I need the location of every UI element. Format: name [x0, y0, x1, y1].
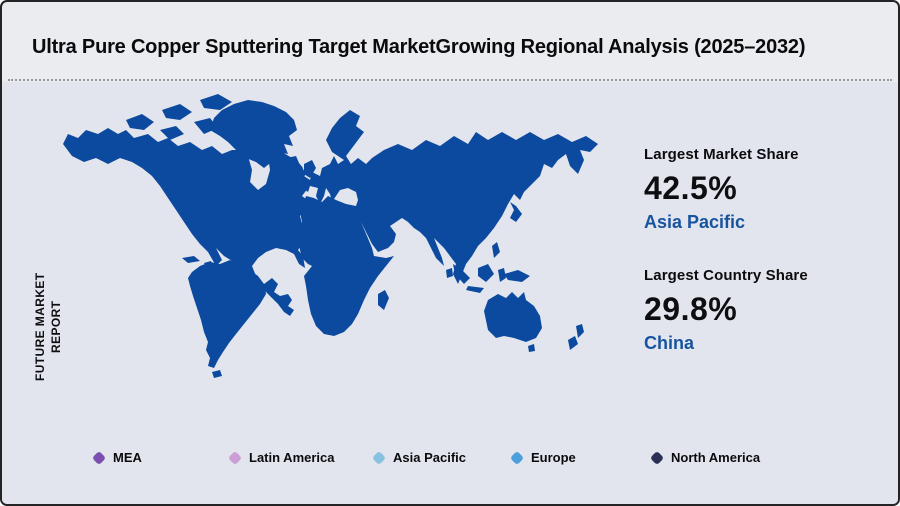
legend-dot-icon: [649, 450, 665, 465]
largest-market-share-stat: Largest Market Share 42.5% Asia Pacific: [644, 146, 799, 233]
world-map: [60, 86, 618, 406]
legend-item-north-america: North America: [649, 450, 761, 465]
legend-dot-icon: [371, 450, 387, 465]
legend-dot-icon: [91, 450, 107, 465]
page-title: Ultra Pure Copper Sputtering Target Mark…: [32, 36, 806, 58]
legend-label: Europe: [531, 450, 576, 465]
legend-item-europe: Europe: [509, 450, 576, 465]
legend-label: North America: [671, 450, 761, 465]
legend-item-latin-america: Latin America: [227, 450, 335, 465]
stat-label: Largest Country Share: [644, 267, 808, 284]
stat-value: 42.5%: [644, 170, 738, 206]
stat-label: Largest Market Share: [644, 146, 799, 163]
legend-dot-icon: [509, 450, 525, 465]
legend-label: Latin America: [249, 450, 335, 465]
legend-label: Asia Pacific: [393, 450, 466, 465]
stat-region: China: [644, 333, 695, 353]
legend-item-mea: MEA: [91, 450, 142, 465]
legend-dot-icon: [227, 450, 243, 465]
world-landmasses: [63, 94, 598, 378]
legend-item-asia-pacific: Asia Pacific: [371, 450, 466, 465]
stat-value: 29.8%: [644, 291, 738, 327]
stat-region: Asia Pacific: [644, 212, 746, 232]
largest-country-share-stat: Largest Country Share 29.8% China: [644, 267, 808, 354]
world-map-svg: [63, 94, 598, 378]
legend-label: MEA: [113, 450, 142, 465]
title-divider: [8, 79, 892, 81]
brand-watermark: FUTURE MARKET REPORT: [33, 272, 63, 382]
